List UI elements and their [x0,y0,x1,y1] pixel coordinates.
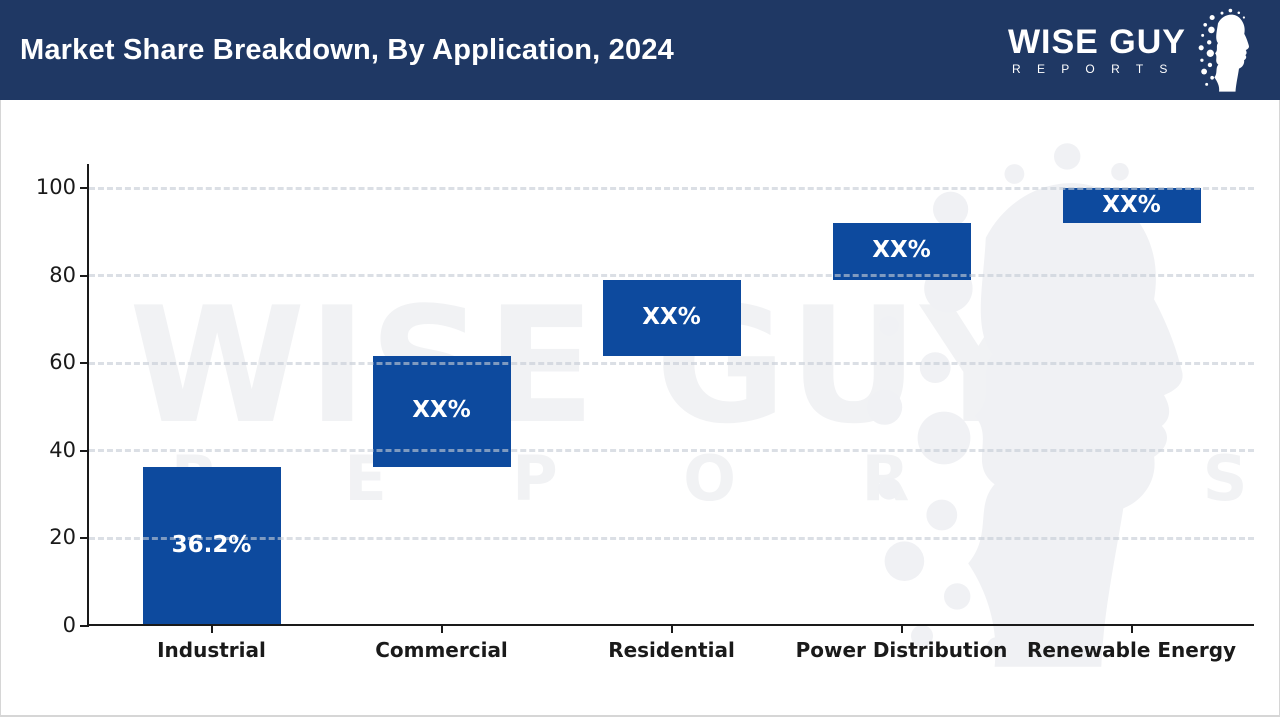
y-tick-label-100: 100 [35,175,76,199]
bar-value-label: 36.2% [171,532,252,559]
y-tick-label-60: 60 [49,350,76,374]
y-tick-80 [79,274,87,277]
bar-value-label: XX% [872,237,931,264]
x-tick-label: Commercial [375,637,508,662]
x-tick-1 [440,626,443,633]
x-tick-label: Residential [608,637,735,662]
gridline-80 [88,274,1254,277]
wiseguy-logo: WISE GUY R E P O R T S [1008,8,1254,92]
x-tick-label: Renewable Energy [1026,637,1237,662]
bar-value-label: XX% [1102,191,1161,218]
x-tick-label: Industrial [157,637,266,662]
bar-residential [602,279,741,356]
bar-industrial [142,467,281,626]
y-tick-60 [79,362,87,364]
logo-wordmark: WISE GUY [1007,22,1186,61]
logo-head-icon [1198,8,1249,92]
y-tick-label-0: 0 [62,612,76,637]
y-tick-20 [79,537,87,539]
y-tick-label-40: 40 [49,437,76,462]
gridline-100 [88,186,1254,190]
bar-renewable-energy [1062,188,1201,223]
logo-subtitle: R E P O R T S [1011,61,1174,76]
x-axis-line [86,624,1254,626]
logo-text: WISE GUY R E P O R T S [1008,25,1186,76]
y-tick-40 [79,449,87,452]
bar-power-distribution [832,223,971,280]
x-tick-2 [670,626,673,633]
bar-commercial [372,355,511,468]
x-tick-0 [210,626,213,633]
y-tick-label-20: 20 [49,525,76,549]
gridline-40 [88,449,1254,452]
bar-value-label: XX% [412,397,471,424]
y-tick-0 [79,624,87,627]
gridline-60 [88,361,1254,365]
y-axis-line [86,164,89,627]
y-tick-label-80: 80 [49,262,76,287]
x-tick-3 [900,626,903,633]
x-tick-4 [1130,626,1133,633]
x-tick-label: Power Distribution [795,637,1008,662]
header-bar: Market Share Breakdown, By Application, … [0,0,1280,100]
y-tick-100 [79,187,87,189]
page-title: Market Share Breakdown, By Application, … [20,33,674,66]
gridline-20 [88,536,1254,540]
bar-value-label: XX% [642,303,701,330]
